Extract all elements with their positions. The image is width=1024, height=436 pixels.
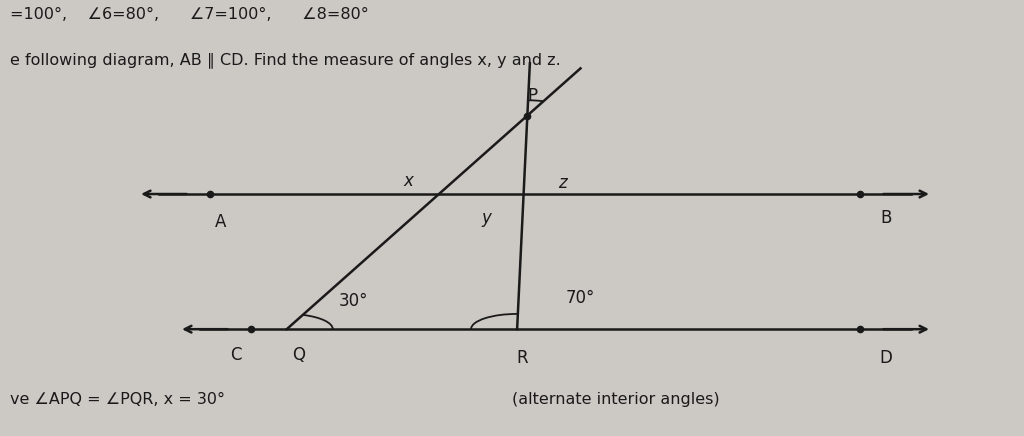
Text: R: R (516, 348, 528, 367)
Text: D: D (880, 348, 892, 367)
Text: y: y (481, 209, 492, 227)
Text: P: P (527, 87, 538, 105)
Text: e following diagram, AB ∥ CD. Find the measure of angles x, y and z.: e following diagram, AB ∥ CD. Find the m… (10, 52, 561, 68)
Text: A: A (214, 213, 226, 232)
Text: 30°: 30° (339, 292, 368, 310)
Text: ve ∠APQ = ∠PQR, x = 30°: ve ∠APQ = ∠PQR, x = 30° (10, 392, 225, 407)
Text: z: z (558, 174, 567, 192)
Text: (alternate interior angles): (alternate interior angles) (512, 392, 720, 407)
Text: Q: Q (293, 346, 305, 364)
Text: x: x (403, 172, 413, 190)
Text: C: C (229, 346, 242, 364)
Text: B: B (880, 209, 892, 227)
Text: =100°,    ∠6=80°,      ∠7=100°,      ∠8=80°: =100°, ∠6=80°, ∠7=100°, ∠8=80° (10, 7, 369, 21)
Text: 70°: 70° (566, 289, 595, 307)
